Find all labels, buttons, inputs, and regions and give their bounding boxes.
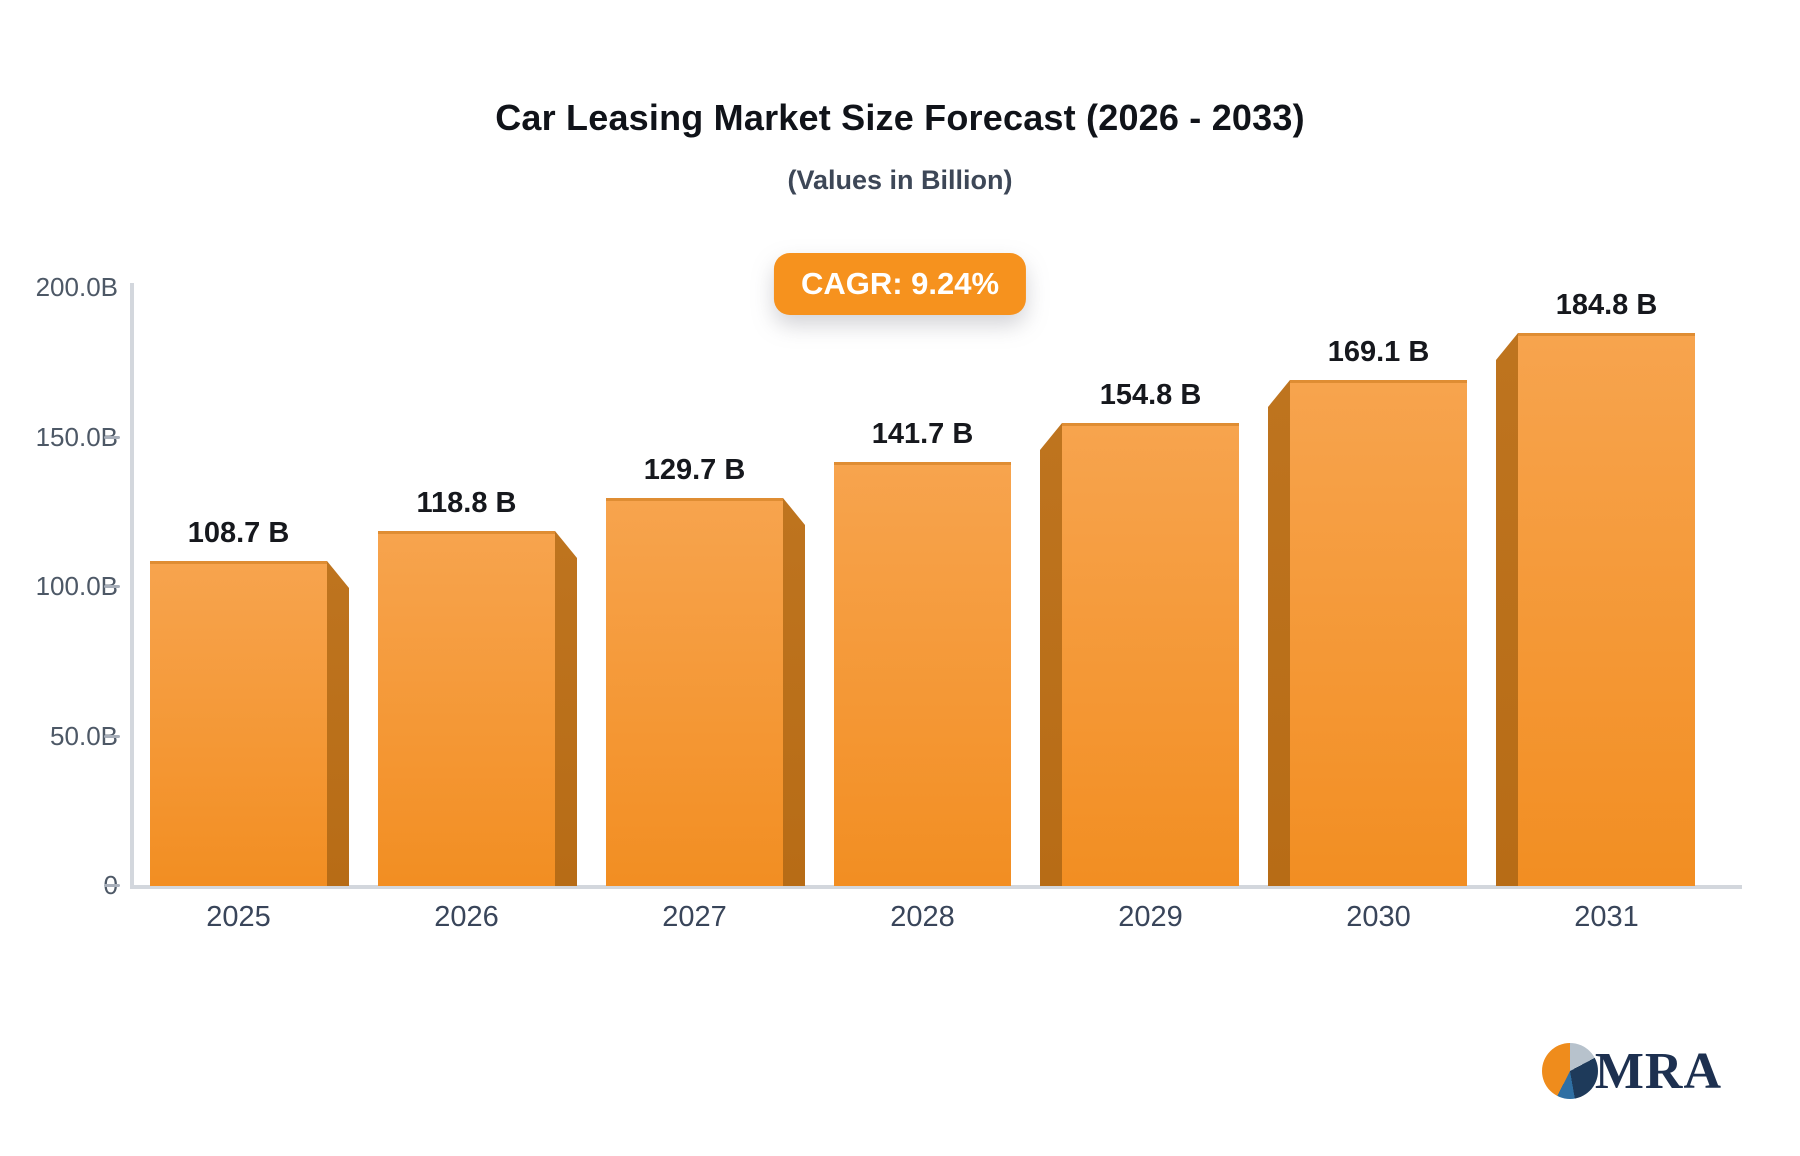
x-axis-label: 2029 <box>1118 901 1183 933</box>
chart-title: Car Leasing Market Size Forecast (2026 -… <box>495 97 1305 138</box>
x-axis-label: 2030 <box>1346 901 1411 933</box>
bar-side-face <box>327 561 349 886</box>
bar-front-face <box>378 531 555 886</box>
y-tick-label: 150.0B <box>35 421 118 452</box>
bar-side-face <box>1040 423 1062 886</box>
y-tick-label: 200.0B <box>35 272 118 302</box>
chart-subtitle: (Values in Billion) <box>787 165 1013 195</box>
brand-logo-icon <box>1541 1043 1598 1099</box>
brand-logo: MRA <box>1541 1034 1722 1108</box>
bar-side-face <box>555 531 577 886</box>
x-axis-label: 2027 <box>662 901 727 933</box>
x-axis-line <box>130 885 1742 889</box>
bar-front-face <box>1290 380 1467 886</box>
y-tick-mark <box>104 435 120 439</box>
y-tick-label: 50.0B <box>50 720 118 751</box>
bar-front-face <box>834 462 1011 886</box>
bar-front-face <box>1518 333 1695 886</box>
y-axis-line <box>130 283 134 889</box>
bar-value-label: 118.8 B <box>416 487 517 519</box>
bar-front-face <box>150 561 327 886</box>
x-axis-label: 2026 <box>434 901 499 933</box>
y-tick-mark <box>104 585 120 588</box>
bar-value-label: 154.8 B <box>1099 379 1202 411</box>
cagr-badge: CAGR: 9.24% <box>773 253 1027 315</box>
bar-value-label: 108.7 B <box>187 517 290 549</box>
x-axis-label: 2025 <box>206 901 271 933</box>
bar-front-face <box>1062 423 1239 886</box>
bar-side-face <box>1268 380 1290 886</box>
x-axis-label: 2028 <box>890 901 955 933</box>
bar-front-face <box>606 498 783 886</box>
bar-value-label: 129.7 B <box>643 454 746 486</box>
brand-logo-text: MRA <box>1594 1042 1722 1100</box>
bar-value-label: 184.8 B <box>1555 289 1658 321</box>
y-tick-label: 0 <box>0 870 118 900</box>
y-tick-mark <box>104 884 120 887</box>
y-tick-label: 100.0B <box>35 571 118 601</box>
bar-side-face <box>783 498 805 886</box>
bar-value-label: 169.1 B <box>1327 336 1430 368</box>
bar-value-label: 141.7 B <box>871 418 974 450</box>
y-tick-mark <box>104 734 120 738</box>
x-axis-label: 2031 <box>1574 901 1639 933</box>
bar-side-face <box>1496 333 1518 886</box>
